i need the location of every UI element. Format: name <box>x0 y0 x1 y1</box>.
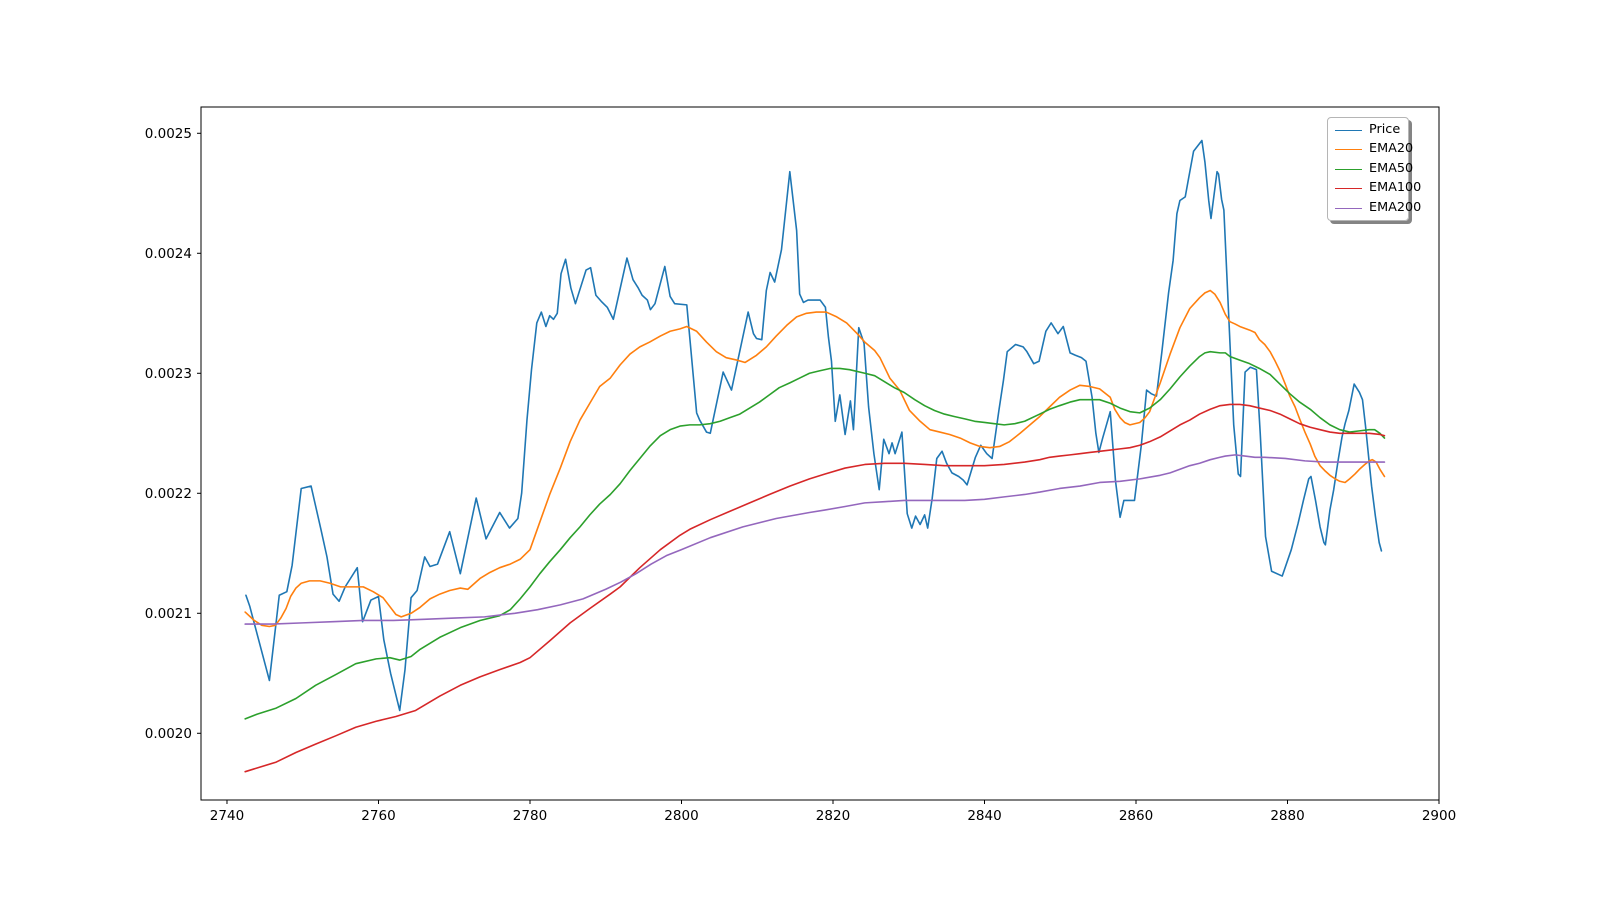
series-line-ema200 <box>244 454 1386 625</box>
legend-item-ema20: EMA20 <box>1335 140 1413 160</box>
legend-item-ema50: EMA50 <box>1335 159 1413 179</box>
legend-item-price: Price <box>1335 120 1408 140</box>
y-tick-label: 0.0021 <box>145 606 192 622</box>
y-tick-label: 0.0020 <box>145 726 192 742</box>
legend-label-ema20: EMA20 <box>1369 141 1414 157</box>
series-line-ema100 <box>244 403 1386 773</box>
y-tick-label: 0.0022 <box>145 486 192 502</box>
legend-label-ema50: EMA50 <box>1369 160 1414 176</box>
x-tick-label: 2820 <box>816 808 850 824</box>
series-line-ema50 <box>244 350 1386 720</box>
legend: Price EMA20 EMA50 EMA100 EMA200 <box>1327 117 1421 221</box>
legend-line-ema50-icon <box>1335 168 1362 170</box>
legend-item-ema100: EMA100 <box>1335 179 1421 199</box>
x-tick-label: 2740 <box>210 808 244 824</box>
x-tick-label: 2760 <box>361 808 395 824</box>
legend-line-ema200-icon <box>1335 207 1362 209</box>
x-tick-label: 2900 <box>1422 808 1456 824</box>
y-tick-label: 0.0025 <box>145 126 192 142</box>
x-tick-label: 2780 <box>513 808 547 824</box>
legend-line-price-icon <box>1335 129 1362 131</box>
plot-area <box>200 106 1440 801</box>
legend-item-ema200: EMA200 <box>1335 198 1421 218</box>
x-tick-label: 2840 <box>967 808 1001 824</box>
legend-label-ema200: EMA200 <box>1369 199 1422 215</box>
legend-label-price: Price <box>1369 121 1401 137</box>
x-tick-label: 2880 <box>1270 808 1304 824</box>
x-tick-label: 2860 <box>1119 808 1153 824</box>
x-tick-label: 2800 <box>664 808 698 824</box>
y-tick-label: 0.0024 <box>145 246 192 262</box>
series-line-price <box>245 139 1383 712</box>
legend-line-ema100-icon <box>1335 188 1362 189</box>
y-tick-label: 0.0023 <box>145 366 192 382</box>
legend-line-ema20-icon <box>1335 149 1362 150</box>
legend-label-ema100: EMA100 <box>1369 180 1422 196</box>
